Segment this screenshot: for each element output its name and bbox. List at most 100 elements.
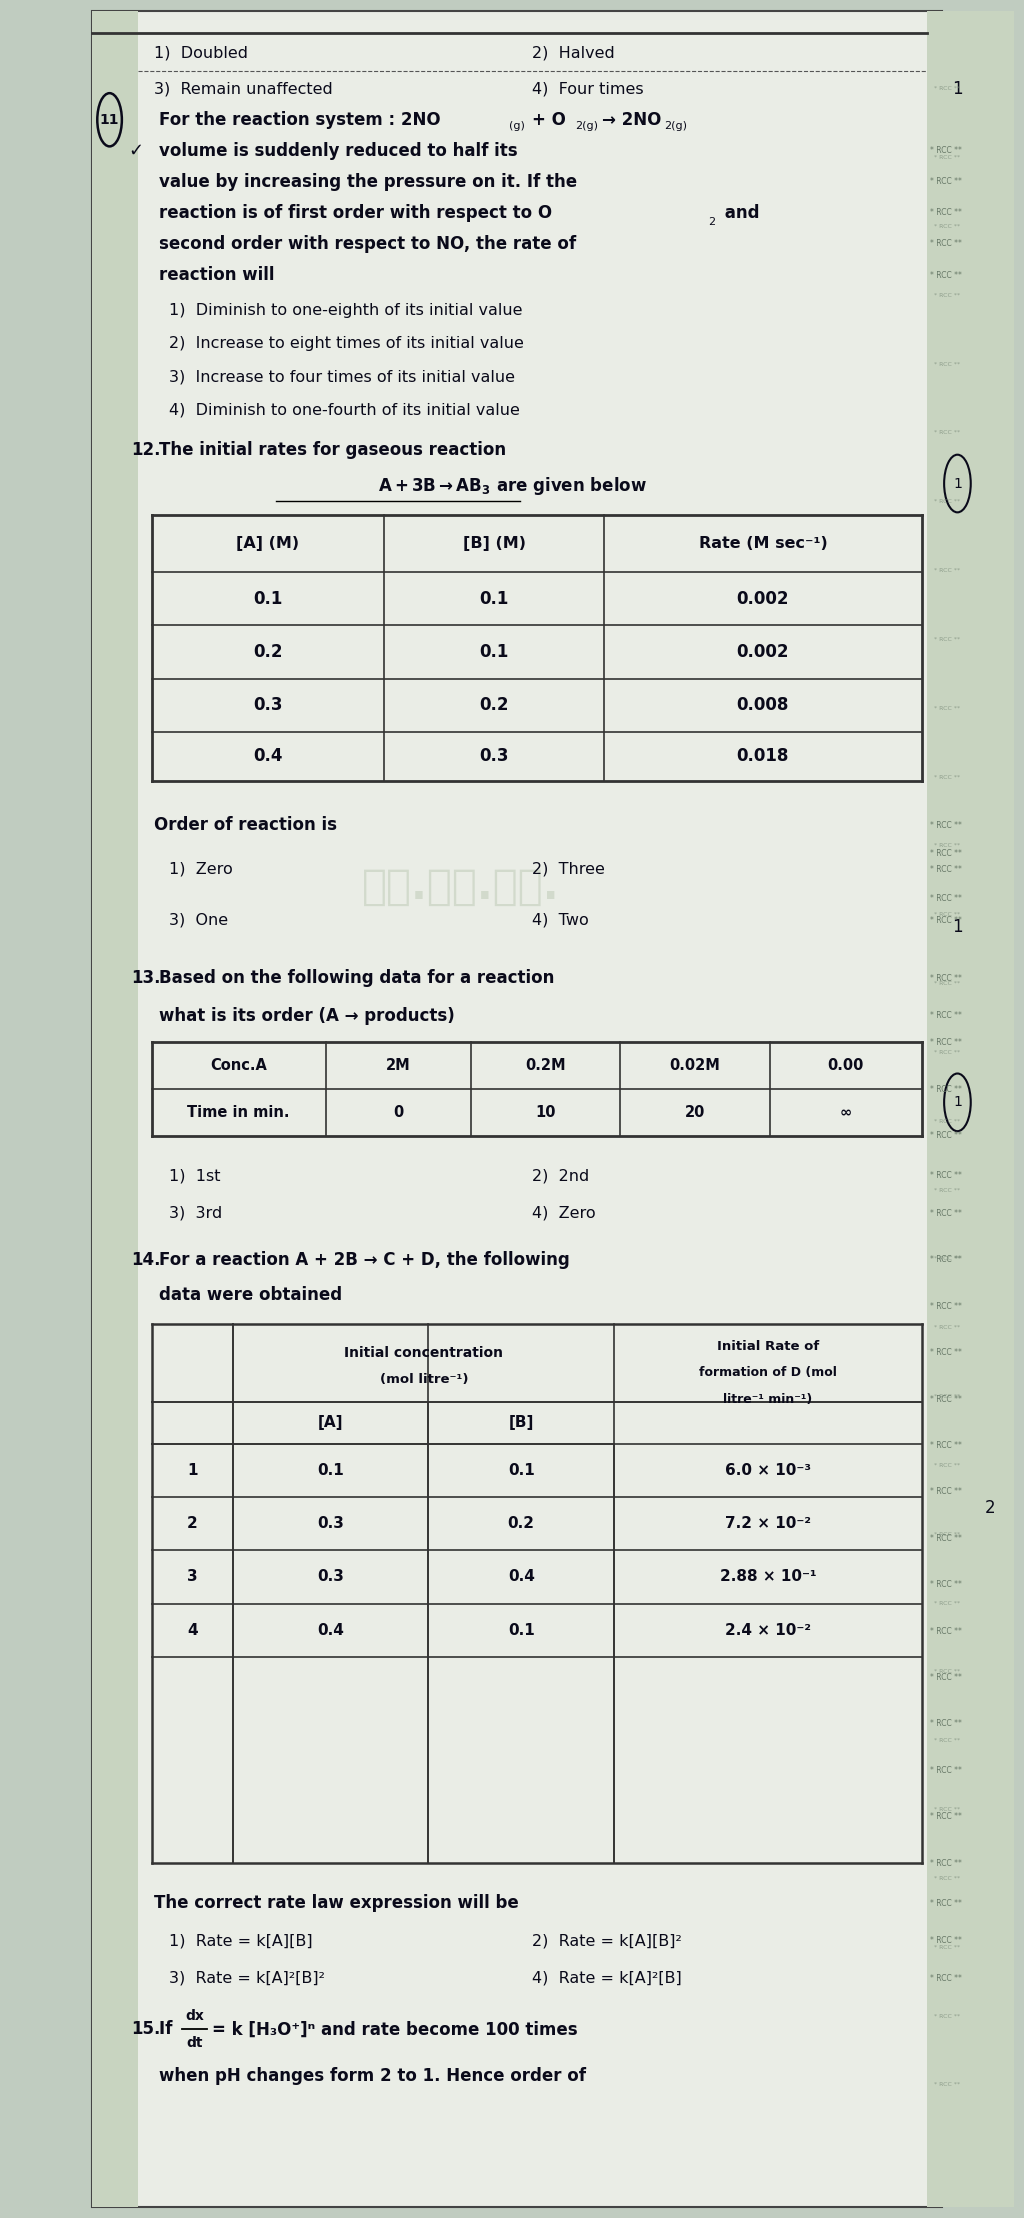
- Text: * RCC **: * RCC **: [930, 1579, 962, 1588]
- Text: second order with respect to NO, the rate of: second order with respect to NO, the rat…: [159, 235, 575, 253]
- Text: * RCC **: * RCC **: [934, 912, 961, 918]
- Text: * RCC **: * RCC **: [934, 1324, 961, 1331]
- Text: * RCC **: * RCC **: [934, 1255, 961, 1262]
- Text: dt: dt: [186, 2036, 203, 2049]
- Text: data were obtained: data were obtained: [159, 1286, 342, 1304]
- Text: 15.: 15.: [131, 2021, 161, 2038]
- Text: 1: 1: [952, 918, 963, 936]
- FancyBboxPatch shape: [92, 11, 942, 2207]
- Text: 7.2 × 10⁻²: 7.2 × 10⁻²: [725, 1517, 811, 1530]
- Text: If: If: [159, 2021, 183, 2038]
- Text: * RCC **: * RCC **: [934, 2083, 961, 2087]
- Text: * RCC **: * RCC **: [930, 849, 962, 858]
- Text: * RCC **: * RCC **: [934, 1049, 961, 1056]
- Text: 2)  Three: 2) Three: [532, 863, 605, 876]
- Text: 3: 3: [187, 1570, 198, 1584]
- Text: + O: + O: [532, 111, 566, 129]
- Text: 1: 1: [187, 1464, 198, 1477]
- Text: 0.1: 0.1: [317, 1464, 344, 1477]
- Text: 0.018: 0.018: [736, 747, 790, 765]
- Text: 0.1: 0.1: [508, 1464, 535, 1477]
- Text: * RCC **: * RCC **: [934, 2014, 961, 2018]
- Text: * RCC **: * RCC **: [930, 1302, 962, 1311]
- Text: * RCC **: * RCC **: [934, 1464, 961, 1468]
- Text: 1: 1: [953, 477, 962, 490]
- Text: 0.4: 0.4: [317, 1624, 344, 1637]
- Text: 2M: 2M: [386, 1058, 411, 1074]
- Text: * RCC **: * RCC **: [930, 146, 962, 155]
- Text: 0.4: 0.4: [508, 1570, 535, 1584]
- Text: [A] (M): [A] (M): [237, 537, 299, 550]
- Text: value by increasing the pressure on it. If the: value by increasing the pressure on it. …: [159, 173, 577, 191]
- Text: 0.2: 0.2: [253, 643, 283, 661]
- Text: * RCC **: * RCC **: [930, 1255, 962, 1264]
- Text: ∞: ∞: [840, 1105, 852, 1120]
- Text: Order of reaction is: Order of reaction is: [154, 816, 337, 834]
- Text: 0.3: 0.3: [317, 1570, 344, 1584]
- Text: 2)  Rate = k[A][B]²: 2) Rate = k[A][B]²: [532, 1934, 682, 1947]
- Text: 14.: 14.: [131, 1251, 161, 1269]
- Text: 2(g): 2(g): [665, 122, 687, 131]
- Text: 3)  One: 3) One: [169, 914, 228, 927]
- Text: 6.0 × 10⁻³: 6.0 × 10⁻³: [725, 1464, 811, 1477]
- Text: * RCC **: * RCC **: [930, 1812, 962, 1821]
- Text: 0.3: 0.3: [253, 696, 283, 714]
- Text: dx: dx: [185, 2010, 204, 2023]
- Text: * RCC **: * RCC **: [934, 362, 961, 366]
- Text: 0.2M: 0.2M: [525, 1058, 565, 1074]
- Text: $\mathbf{A + 3B \rightarrow AB_3}$ are given below: $\mathbf{A + 3B \rightarrow AB_3}$ are g…: [378, 475, 646, 497]
- Text: 2.88 × 10⁻¹: 2.88 × 10⁻¹: [720, 1570, 816, 1584]
- Text: 4)  Two: 4) Two: [532, 914, 589, 927]
- Text: आर.सी.सी.: आर.सी.सी.: [362, 867, 559, 907]
- Text: * RCC **: * RCC **: [934, 1395, 961, 1400]
- Text: [B] (M): [B] (M): [463, 537, 525, 550]
- Text: (g): (g): [509, 122, 525, 131]
- Text: * RCC **: * RCC **: [934, 499, 961, 503]
- Text: * RCC **: * RCC **: [934, 1876, 961, 1881]
- Text: * RCC **: * RCC **: [930, 1395, 962, 1404]
- Text: * RCC **: * RCC **: [930, 1488, 962, 1497]
- Text: * RCC **: * RCC **: [930, 1719, 962, 1728]
- Text: 20: 20: [685, 1105, 705, 1120]
- Text: Time in min.: Time in min.: [187, 1105, 290, 1120]
- Text: 1)  Doubled: 1) Doubled: [154, 47, 248, 60]
- Text: Initial concentration: Initial concentration: [344, 1346, 504, 1360]
- Text: * RCC **: * RCC **: [934, 1601, 961, 1606]
- Text: 0.008: 0.008: [736, 696, 790, 714]
- Text: * RCC **: * RCC **: [934, 430, 961, 435]
- Text: * RCC **: * RCC **: [934, 155, 961, 160]
- Text: * RCC **: * RCC **: [930, 1209, 962, 1218]
- FancyBboxPatch shape: [92, 11, 138, 2207]
- Text: * RCC **: * RCC **: [934, 637, 961, 641]
- Text: * RCC **: * RCC **: [930, 1171, 962, 1180]
- Text: * RCC **: * RCC **: [930, 1626, 962, 1635]
- Text: 1)  Diminish to one-eighth of its initial value: 1) Diminish to one-eighth of its initial…: [169, 304, 522, 317]
- Text: Rate (M sec⁻¹): Rate (M sec⁻¹): [698, 537, 827, 550]
- Text: * RCC **: * RCC **: [930, 1974, 962, 1983]
- Text: 0.002: 0.002: [736, 590, 790, 608]
- Text: 0.3: 0.3: [317, 1517, 344, 1530]
- Text: 1: 1: [952, 80, 963, 98]
- Text: * RCC **: * RCC **: [930, 1859, 962, 1868]
- Text: * RCC **: * RCC **: [930, 865, 962, 874]
- Text: Based on the following data for a reaction: Based on the following data for a reacti…: [159, 969, 554, 987]
- Text: volume is suddenly reduced to half its: volume is suddenly reduced to half its: [159, 142, 517, 160]
- Text: * RCC **: * RCC **: [934, 224, 961, 228]
- Text: 2(g): 2(g): [575, 122, 598, 131]
- Text: * RCC **: * RCC **: [934, 1118, 961, 1125]
- Text: → 2NO: → 2NO: [602, 111, 662, 129]
- Text: * RCC **: * RCC **: [930, 1131, 962, 1140]
- Text: 0.1: 0.1: [253, 590, 283, 608]
- Text: 0.02M: 0.02M: [670, 1058, 720, 1074]
- Text: 2: 2: [187, 1517, 198, 1530]
- Text: [A]: [A]: [318, 1415, 343, 1431]
- Text: * RCC **: * RCC **: [930, 916, 962, 925]
- Text: 2.4 × 10⁻²: 2.4 × 10⁻²: [725, 1624, 811, 1637]
- Text: * RCC **: * RCC **: [934, 1739, 961, 1743]
- Text: 0.00: 0.00: [827, 1058, 864, 1074]
- Text: 2: 2: [709, 217, 716, 226]
- Text: 3)  Rate = k[A]²[B]²: 3) Rate = k[A]²[B]²: [169, 1972, 325, 1985]
- Text: ✓: ✓: [128, 142, 143, 160]
- Text: * RCC **: * RCC **: [930, 271, 962, 279]
- Text: * RCC **: * RCC **: [930, 974, 962, 983]
